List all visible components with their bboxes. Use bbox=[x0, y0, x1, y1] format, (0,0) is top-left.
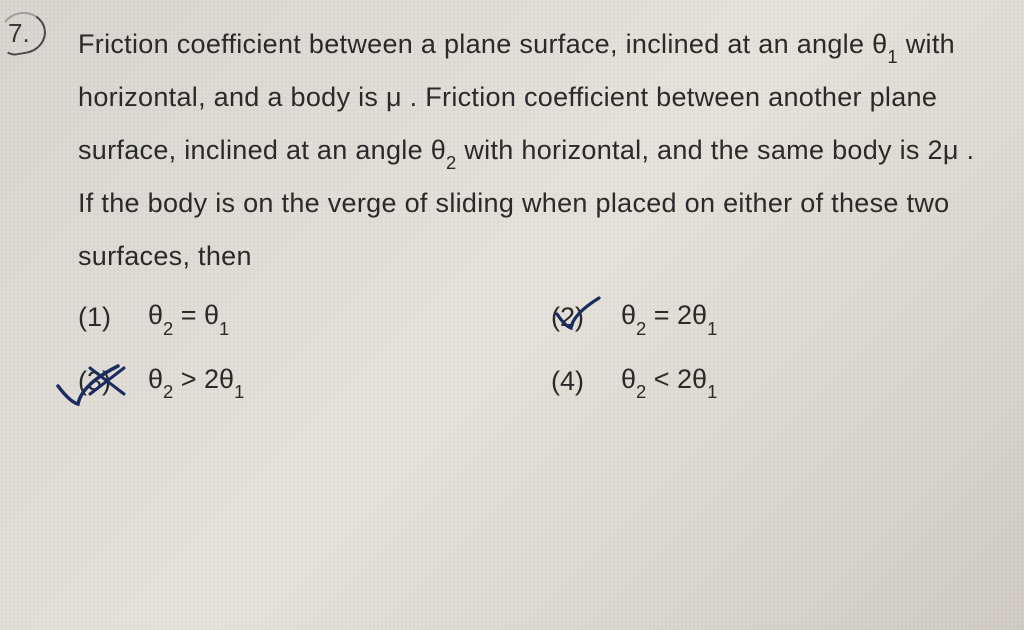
option-expression: θ2 < 2θ1 bbox=[621, 364, 717, 399]
option-number: (4) bbox=[551, 366, 599, 397]
option-expression: θ2 = 2θ1 bbox=[621, 300, 717, 335]
option-3: (3) θ2 > 2θ1 bbox=[78, 364, 511, 399]
option-4: (4) θ2 < 2θ1 bbox=[551, 364, 984, 399]
option-1: (1) θ2 = θ1 bbox=[78, 300, 511, 335]
options-grid: (1) θ2 = θ1 (2) θ2 = 2θ1 (3) θ2 > 2θ1 (4… bbox=[78, 300, 984, 399]
question-number: 7. bbox=[8, 18, 30, 49]
option-number: (2) bbox=[551, 302, 599, 333]
question-block: 7. Friction coefficient between a plane … bbox=[0, 0, 1024, 419]
option-number: (1) bbox=[78, 302, 126, 333]
option-expression: θ2 = θ1 bbox=[148, 300, 229, 335]
option-number: (3) bbox=[78, 366, 126, 397]
option-expression: θ2 > 2θ1 bbox=[148, 364, 244, 399]
question-text: Friction coefficient between a plane sur… bbox=[78, 18, 984, 282]
option-2: (2) θ2 = 2θ1 bbox=[551, 300, 984, 335]
